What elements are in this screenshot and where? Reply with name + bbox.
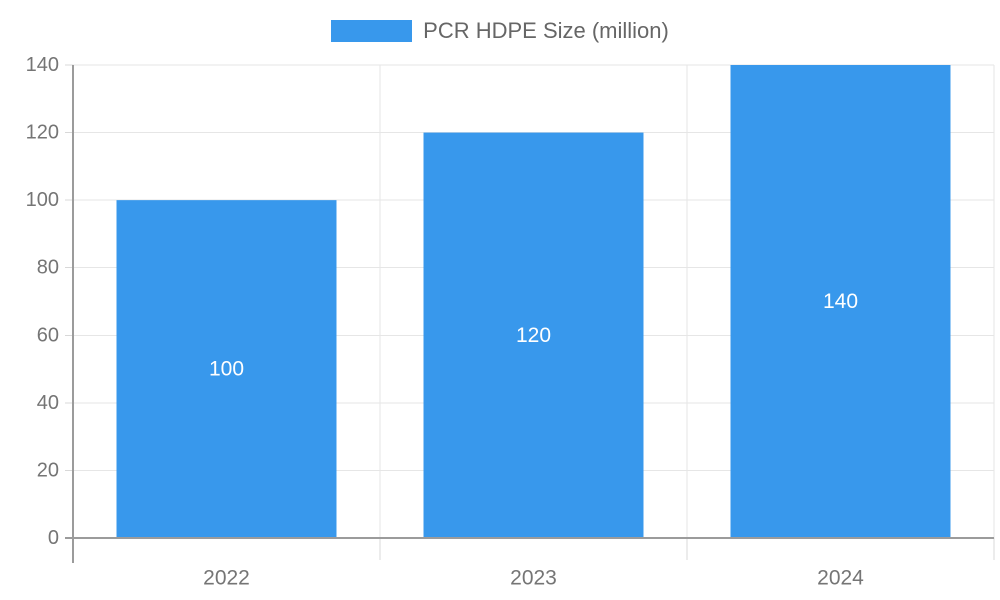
bar-value-label: 120 <box>516 324 551 347</box>
y-axis-tick-label: 120 <box>26 122 59 144</box>
y-axis-tick-label: 20 <box>37 459 59 481</box>
legend-label: PCR HDPE Size (million) <box>423 18 669 43</box>
bar-2022[interactable] <box>116 200 337 538</box>
y-axis-tick-label: 0 <box>48 527 59 549</box>
y-axis-tick-label: 60 <box>37 324 59 346</box>
x-axis-tick-label: 2022 <box>203 567 250 590</box>
y-axis-tick-label: 80 <box>37 257 59 279</box>
y-axis-tick-label: 40 <box>37 392 59 414</box>
chart-legend[interactable]: PCR HDPE Size (million) <box>0 18 1000 44</box>
x-axis-tick-label: 2024 <box>817 567 864 590</box>
bar-value-label: 140 <box>823 290 858 313</box>
bar-value-label: 100 <box>209 358 244 381</box>
bar-2023[interactable] <box>423 132 644 539</box>
x-axis-tick-label: 2023 <box>510 567 557 590</box>
y-axis-tick-label: 140 <box>26 54 59 76</box>
y-axis-tick-label: 100 <box>26 189 59 211</box>
legend-swatch-icon <box>331 20 413 42</box>
bar-2024[interactable] <box>730 65 951 538</box>
